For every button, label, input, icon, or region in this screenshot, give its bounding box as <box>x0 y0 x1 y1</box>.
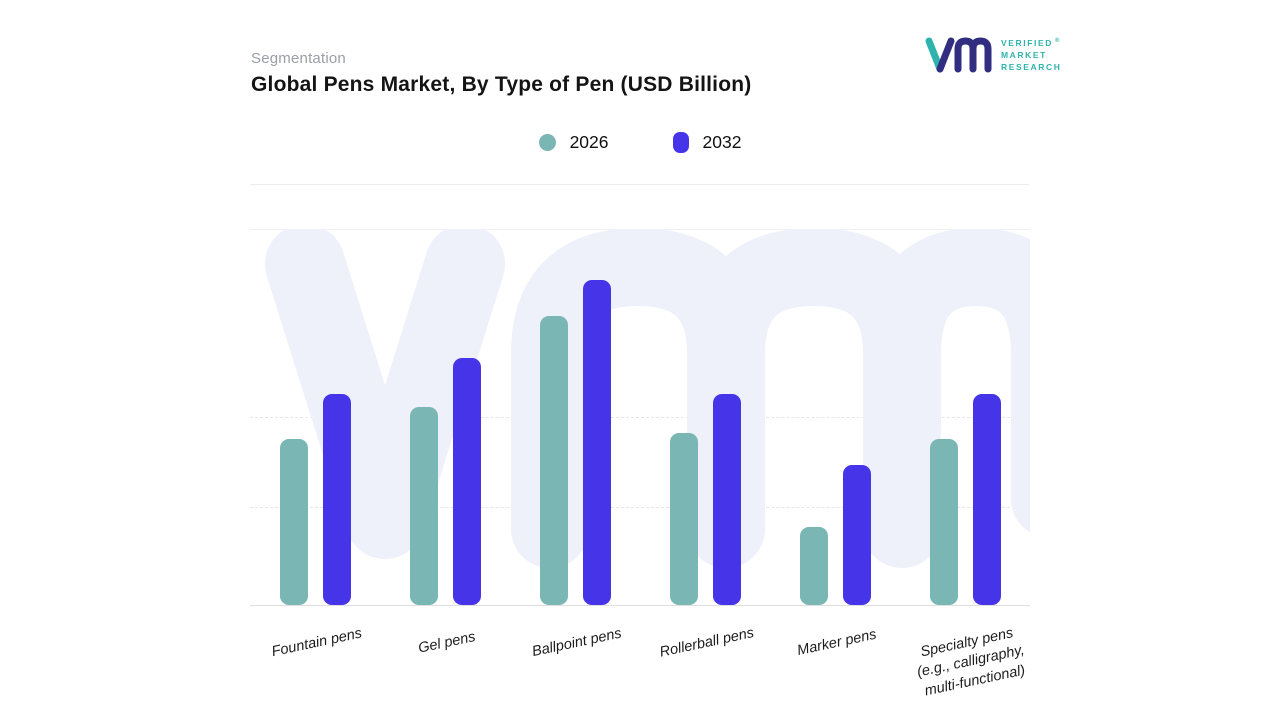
vmr-logo-text: VERIFIED ® MARKET RESEARCH <box>1001 37 1062 74</box>
bar-2026-fountain-pens <box>279 439 308 605</box>
bar-2032-marker-pens <box>842 465 871 605</box>
bar-2026-marker-pens <box>799 527 828 605</box>
bar-2032-gel-pens <box>452 358 481 605</box>
bar-2026-specialty-pens-e-g-calligraphy-multi-functional <box>929 439 958 605</box>
x-label-rollerball-pens: Rollerball pens <box>658 625 756 661</box>
legend-divider <box>250 184 1029 185</box>
bar-2032-rollerball-pens <box>712 394 741 605</box>
gridline-mid <box>250 417 1030 418</box>
logo-line-research: RESEARCH <box>1001 62 1062 73</box>
legend-label-2026: 2026 <box>569 132 609 152</box>
legend-marker-2032 <box>672 132 689 153</box>
legend-item-2032: 2032 <box>672 132 742 153</box>
bar-2026-gel-pens <box>409 407 438 605</box>
bar-2032-specialty-pens-e-g-calligraphy-multi-functional <box>972 394 1001 605</box>
x-label-fountain-pens: Fountain pens <box>270 625 364 661</box>
vmr-logo: VERIFIED ® MARKET RESEARCH <box>924 34 1062 76</box>
bar-2032-fountain-pens <box>322 394 351 605</box>
logo-line-market: MARKET <box>1001 49 1047 60</box>
legend: 2026 2032 <box>250 132 1030 153</box>
vmr-logo-mark <box>925 37 992 73</box>
bar-2032-ballpoint-pens <box>582 280 611 605</box>
legend-item-2026: 2026 <box>538 132 609 153</box>
bar-2026-ballpoint-pens <box>539 316 568 605</box>
x-axis-labels: Fountain pens Gel pens Ballpoint pens Rolle… <box>250 625 1030 720</box>
logo-line-verified: VERIFIED <box>1001 37 1054 48</box>
x-label-gel-pens: Gel pens <box>416 628 477 657</box>
gridline-low <box>250 507 1030 508</box>
legend-label-2032: 2032 <box>702 132 742 152</box>
x-label-ballpoint-pens: Ballpoint pens <box>530 625 624 661</box>
chart-title: Global Pens Market, By Type of Pen (USD … <box>251 73 752 96</box>
segmentation-label: Segmentation <box>251 50 346 67</box>
x-label-specialty-pens-e-g-calligraphy-multi-functional: Specialty pens (e.g., calligraphy, multi-f… <box>915 625 1027 700</box>
bar-2026-rollerball-pens <box>669 433 698 605</box>
legend-marker-2026 <box>538 134 556 151</box>
registered-mark: ® <box>1055 37 1060 44</box>
watermark-vmr-icon <box>265 229 1030 568</box>
x-label-marker-pens: Marker pens <box>795 626 878 660</box>
plot-area <box>250 229 1030 606</box>
